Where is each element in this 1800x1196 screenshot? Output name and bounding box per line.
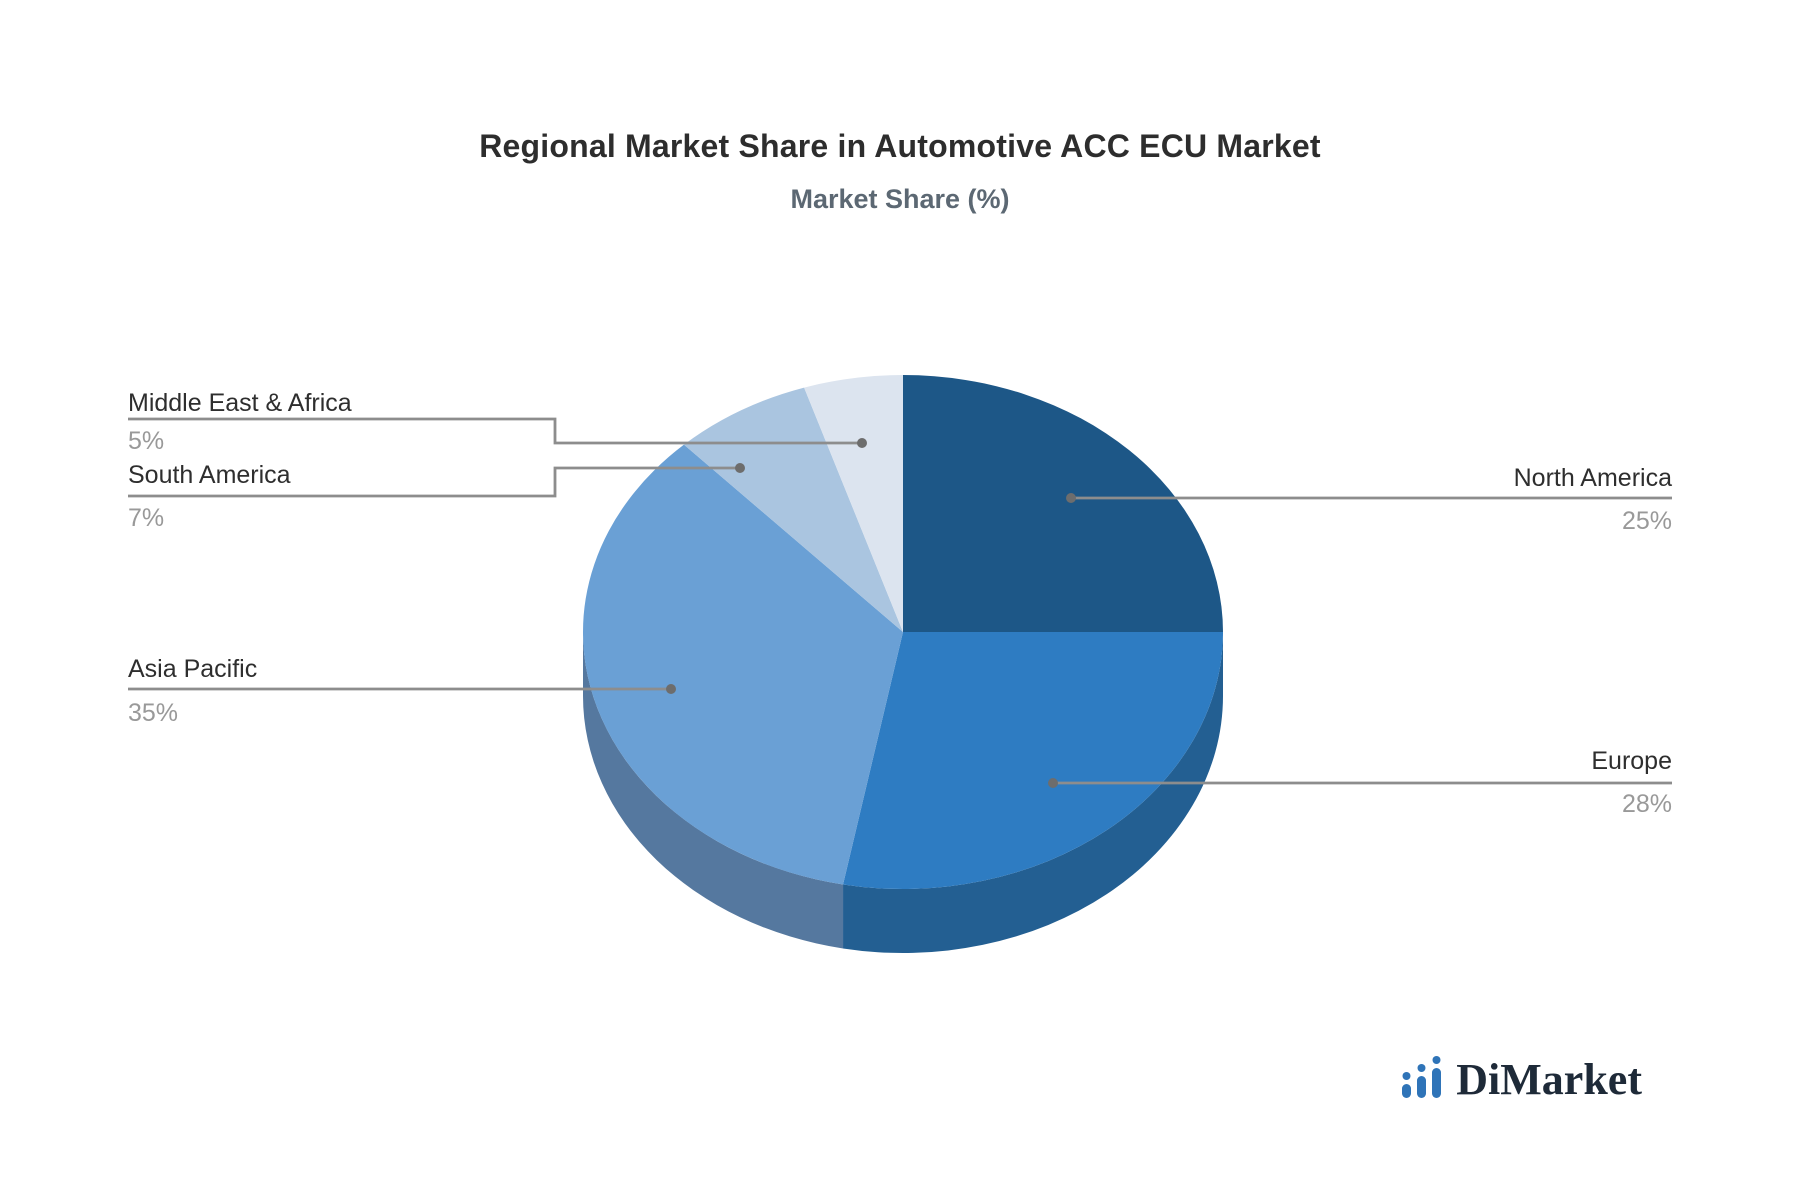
logo-dot bbox=[1432, 1056, 1441, 1064]
pie-slice-south-america bbox=[683, 387, 903, 632]
label-europe: Europe bbox=[1591, 747, 1672, 775]
chart-subtitle: Market Share (%) bbox=[790, 184, 1010, 214]
logo-text: DiMarket bbox=[1456, 1055, 1642, 1104]
leader-dot-south-america bbox=[735, 463, 745, 473]
label-asia-pacific: Asia Pacific bbox=[128, 655, 258, 683]
leader-dot-north-america bbox=[1066, 493, 1076, 503]
pct-south-america: 7% bbox=[128, 504, 165, 532]
leader-dot-europe bbox=[1048, 778, 1058, 788]
logo-bar bbox=[1432, 1068, 1442, 1098]
pct-middle-east-africa: 5% bbox=[128, 427, 165, 455]
leader-line-south-america bbox=[128, 466, 740, 498]
logo-dot bbox=[1417, 1064, 1426, 1072]
leader-dot-asia-pacific bbox=[666, 684, 676, 694]
leader-line-middle-east-africa bbox=[128, 417, 862, 445]
pct-asia-pacific: 35% bbox=[128, 699, 179, 727]
label-middle-east-africa: Middle East & Africa bbox=[128, 389, 352, 417]
pct-north-america: 25% bbox=[1621, 507, 1672, 535]
pie-wall-asia-pacific bbox=[583, 632, 844, 949]
pie-slice-europe bbox=[843, 632, 1223, 890]
leader-dot-middle-east-africa bbox=[857, 438, 867, 448]
label-south-america: South America bbox=[128, 461, 291, 489]
logo-bar bbox=[1402, 1084, 1412, 1098]
pie-wall-europe bbox=[843, 632, 1223, 954]
dimarket-logo: DiMarket bbox=[1400, 1052, 1642, 1102]
label-north-america: North America bbox=[1513, 464, 1672, 492]
chart-title: Regional Market Share in Automotive ACC … bbox=[479, 128, 1321, 164]
pie-slice-middle-east-africa bbox=[804, 375, 903, 632]
logo-dot bbox=[1402, 1072, 1411, 1080]
pie-slice-north-america bbox=[903, 375, 1223, 632]
pct-europe: 28% bbox=[1621, 790, 1672, 818]
pie-slice-asia-pacific bbox=[582, 444, 903, 885]
bar-chart-dots-icon bbox=[1402, 1056, 1442, 1098]
logo-bar bbox=[1417, 1076, 1427, 1098]
